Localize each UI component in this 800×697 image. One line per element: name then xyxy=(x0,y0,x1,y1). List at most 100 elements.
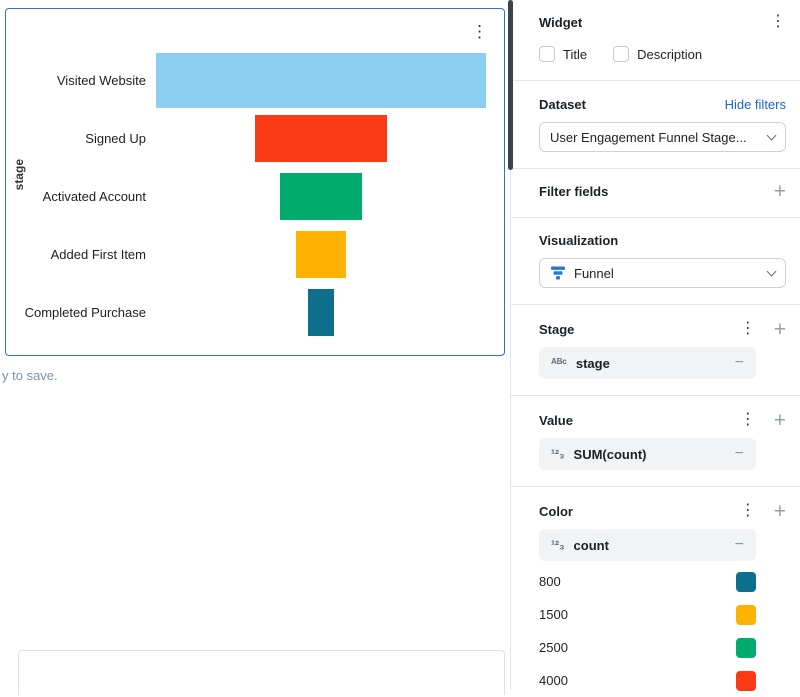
visualization-section-header: Visualization xyxy=(539,232,786,248)
widget-kebab-menu-icon[interactable]: ⋮ xyxy=(471,22,488,41)
divider xyxy=(511,217,800,218)
next-widget-card-partial xyxy=(18,650,505,695)
widget-settings-sidebar: Widget ⋮ Title Description Dataset Hide … xyxy=(508,0,800,691)
title-checkbox-label: Title xyxy=(563,46,588,62)
add-field-icon[interactable]: + xyxy=(773,499,786,523)
dataset-section-header: Dataset Hide filters xyxy=(539,96,786,112)
funnel-bar[interactable] xyxy=(307,288,335,336)
color-swatch[interactable] xyxy=(736,637,756,658)
dataset-section-title: Dataset xyxy=(539,96,586,112)
visualization-select[interactable]: Funnel xyxy=(539,258,786,288)
dataset-selected-value: User Engagement Funnel Stage... xyxy=(550,129,747,145)
funnel-row: Signed Up xyxy=(6,109,496,167)
field-section-title: Value xyxy=(539,412,573,428)
funnel-row: Added First Item xyxy=(6,225,496,283)
funnel-bar[interactable] xyxy=(279,172,363,220)
funnel-row: Activated Account xyxy=(6,167,496,225)
field-section-header-stage: Stage ⋮ + xyxy=(539,319,786,340)
remove-field-icon[interactable]: − xyxy=(734,445,744,462)
field-section-header-value: Value ⋮ + xyxy=(539,410,786,431)
save-hint-text: y to save. xyxy=(2,368,58,383)
divider xyxy=(511,395,800,396)
chevron-down-icon xyxy=(766,130,777,141)
divider xyxy=(511,304,800,305)
title-checkbox[interactable]: Title xyxy=(539,46,587,62)
funnel-stage-label: Added First Item xyxy=(50,246,146,262)
funnel-bar-area xyxy=(156,230,486,278)
color-legend-value: 4000 xyxy=(539,673,568,688)
funnel-bar[interactable] xyxy=(156,52,486,108)
funnel-row: Completed Purchase xyxy=(6,283,496,341)
color-legend-row: 2500 xyxy=(539,631,756,664)
widget-section-title: Widget xyxy=(539,14,583,30)
123-field-icon: ¹²₃ xyxy=(551,447,565,461)
visualization-selected-value: Funnel xyxy=(574,265,614,281)
remove-field-icon[interactable]: − xyxy=(734,354,744,371)
field-chip-name: SUM(count) xyxy=(573,446,647,462)
field-section-header-color: Color ⋮ + xyxy=(539,501,786,522)
chevron-down-icon xyxy=(766,266,777,277)
field-section-kebab-icon[interactable]: ⋮ xyxy=(739,411,756,428)
color-legend-row: 1500 xyxy=(539,598,756,631)
widget-section-header: Widget ⋮ xyxy=(539,12,786,32)
divider xyxy=(511,168,800,169)
123-field-icon: ¹²₃ xyxy=(551,538,565,552)
dataset-select[interactable]: User Engagement Funnel Stage... xyxy=(539,122,786,152)
funnel-icon xyxy=(551,266,565,280)
funnel-bar-area xyxy=(156,52,486,108)
field-chip-name: stage xyxy=(575,355,610,371)
color-legend-value: 800 xyxy=(539,574,561,589)
hide-filters-link[interactable]: Hide filters xyxy=(724,96,786,112)
funnel-stage-label: Signed Up xyxy=(85,130,146,146)
color-legend: 800 1500 2500 4000 xyxy=(539,565,756,697)
divider xyxy=(511,80,800,81)
widget-options-kebab-icon[interactable]: ⋮ xyxy=(770,13,786,30)
description-checkbox[interactable]: Description xyxy=(613,46,702,62)
funnel-bar-area xyxy=(156,114,486,162)
color-legend-value: 1500 xyxy=(539,607,568,622)
color-legend-value: 2500 xyxy=(539,640,568,655)
color-legend-row: 800 xyxy=(539,565,756,598)
field-section-icons: ⋮ + xyxy=(740,410,786,431)
funnel-row: Visited Website xyxy=(6,51,496,109)
field-section-icons: ⋮ + xyxy=(740,319,786,340)
field-section-icons: ⋮ + xyxy=(740,501,786,522)
funnel-widget-card[interactable]: ⋮ stage Visited Website Signed Up Activate… xyxy=(5,8,505,356)
field-chip-name: count xyxy=(573,537,609,553)
color-swatch[interactable] xyxy=(736,670,756,691)
widget-toggles: Title Description xyxy=(539,44,786,64)
funnel-bar[interactable] xyxy=(255,114,387,162)
description-checkbox-label: Description xyxy=(637,46,703,62)
funnel-stage-label: Completed Purchase xyxy=(24,304,146,320)
field-chip-sum-count-[interactable]: ¹²₃ SUM(count) − xyxy=(539,438,756,470)
color-legend-row: 4000 xyxy=(539,664,756,697)
divider xyxy=(511,486,800,487)
funnel-bar-area xyxy=(156,288,486,336)
scrollbar-thumb[interactable] xyxy=(508,0,513,170)
field-section-kebab-icon[interactable]: ⋮ xyxy=(739,320,756,337)
checkbox-box-icon xyxy=(613,46,630,62)
abc-field-icon: ᴬᴮᶜ xyxy=(551,356,567,370)
funnel-stage-label: Visited Website xyxy=(56,72,146,88)
visualization-section-title: Visualization xyxy=(539,232,619,248)
field-section-kebab-icon[interactable]: ⋮ xyxy=(739,502,756,519)
funnel-bar-area xyxy=(156,172,486,220)
remove-field-icon[interactable]: − xyxy=(734,536,744,553)
field-sections: Stage ⋮ + ᴬᴮᶜ stage − Value ⋮ + ¹²₃ SUM(count) − Col… xyxy=(511,304,800,697)
checkbox-box-icon xyxy=(539,46,555,62)
field-chip-stage[interactable]: ᴬᴮᶜ stage − xyxy=(539,347,756,379)
funnel-chart: Visited Website Signed Up Activated Accoun… xyxy=(6,51,496,341)
add-field-icon[interactable]: + xyxy=(773,408,786,432)
add-filter-field-icon[interactable]: + xyxy=(773,179,786,203)
add-field-icon[interactable]: + xyxy=(773,317,786,341)
field-section-title: Stage xyxy=(539,321,575,337)
funnel-stage-label: Activated Account xyxy=(42,188,146,204)
filter-fields-title: Filter fields xyxy=(539,183,609,199)
color-swatch[interactable] xyxy=(736,604,756,625)
field-section-title: Color xyxy=(539,503,573,519)
color-swatch[interactable] xyxy=(736,571,756,592)
field-chip-count[interactable]: ¹²₃ count − xyxy=(539,529,756,561)
filter-fields-header: Filter fields + xyxy=(539,179,786,203)
editor-canvas: ⋮ stage Visited Website Signed Up Activate… xyxy=(2,8,505,695)
funnel-bar[interactable] xyxy=(296,230,346,278)
